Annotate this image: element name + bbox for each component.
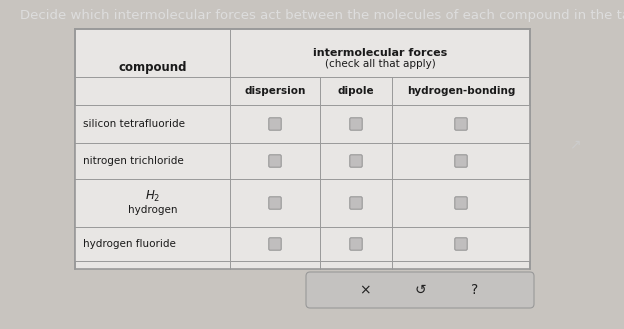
FancyBboxPatch shape: [455, 118, 467, 130]
Text: $\mathit{H}_2$: $\mathit{H}_2$: [145, 189, 160, 204]
Text: hydrogen-bonding: hydrogen-bonding: [407, 86, 515, 96]
Text: hydrogen: hydrogen: [128, 205, 177, 215]
FancyBboxPatch shape: [350, 238, 362, 250]
Bar: [75, 105, 530, 143]
FancyBboxPatch shape: [455, 155, 467, 167]
Text: ×: ×: [359, 283, 371, 297]
Bar: [75, 179, 530, 227]
Text: silicon tetrafluoride: silicon tetrafluoride: [83, 119, 185, 129]
FancyBboxPatch shape: [269, 155, 281, 167]
Bar: [75, 143, 530, 179]
Text: nitrogen trichloride: nitrogen trichloride: [83, 156, 183, 166]
FancyBboxPatch shape: [455, 238, 467, 250]
FancyBboxPatch shape: [306, 272, 534, 308]
Text: intermolecular forces: intermolecular forces: [313, 48, 447, 58]
FancyBboxPatch shape: [350, 197, 362, 209]
Text: Decide which intermolecular forces act between the molecules of each compound in: Decide which intermolecular forces act b…: [20, 9, 624, 22]
Text: hydrogen fluoride: hydrogen fluoride: [83, 239, 176, 249]
Text: (check all that apply): (check all that apply): [324, 59, 436, 69]
Text: ↺: ↺: [414, 283, 426, 297]
Text: compound: compound: [119, 61, 187, 73]
FancyBboxPatch shape: [269, 197, 281, 209]
Text: ?: ?: [471, 283, 479, 297]
Text: ↗: ↗: [569, 137, 581, 151]
FancyBboxPatch shape: [269, 238, 281, 250]
Text: dipole: dipole: [338, 86, 374, 96]
FancyBboxPatch shape: [350, 155, 362, 167]
FancyBboxPatch shape: [350, 118, 362, 130]
Bar: [75, 227, 530, 261]
Text: dispersion: dispersion: [245, 86, 306, 96]
Bar: [75, 29, 530, 269]
FancyBboxPatch shape: [269, 118, 281, 130]
FancyBboxPatch shape: [455, 197, 467, 209]
